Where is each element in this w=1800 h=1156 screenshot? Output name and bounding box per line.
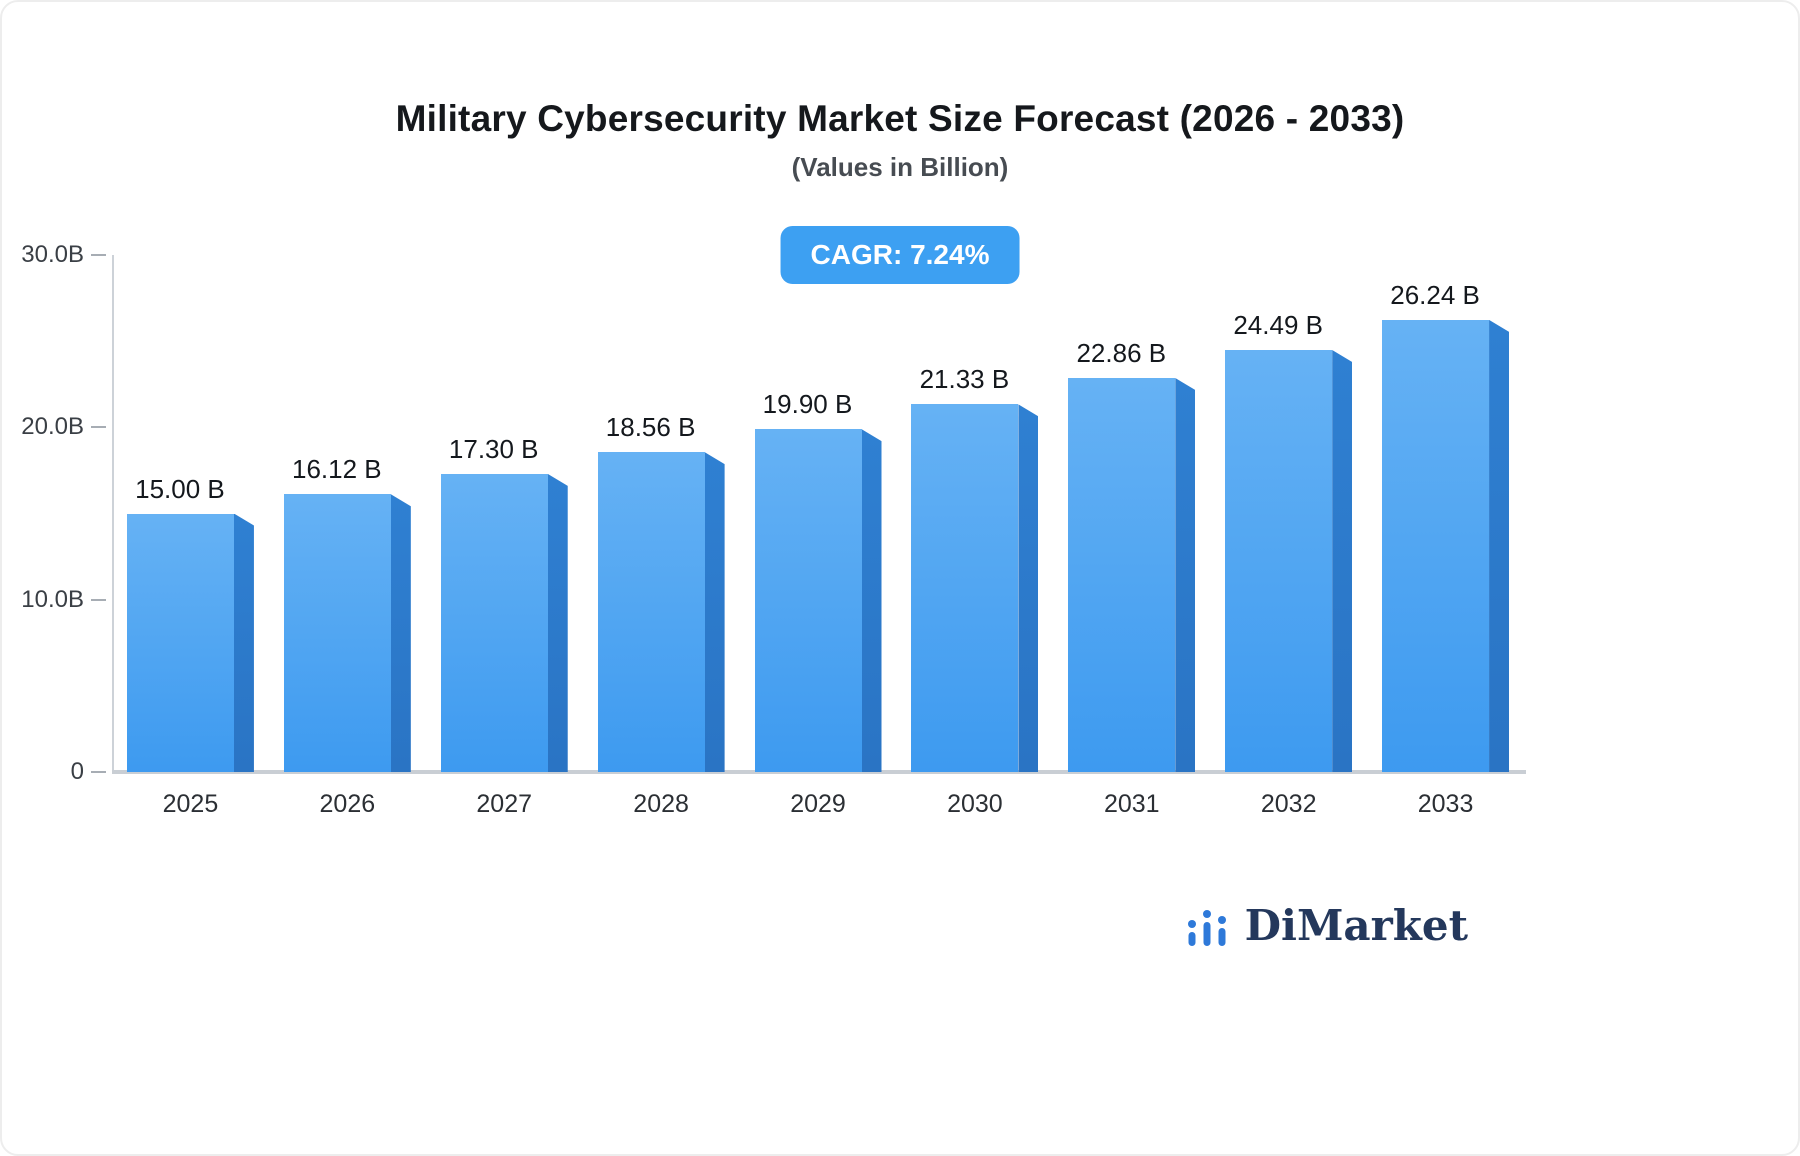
bar-face: [440, 473, 548, 772]
brand-logo-text: DiMarket: [1244, 901, 1468, 950]
bar-face: [597, 452, 705, 772]
bar-value-label: 15.00 B: [135, 473, 225, 504]
bar-value-label: 26.24 B: [1390, 279, 1480, 310]
cagr-badge: CAGR: 7.24%: [780, 226, 1020, 284]
bar-side-3d: [1489, 319, 1510, 772]
x-axis-tick-label: 2025: [162, 790, 219, 818]
y-axis-tick-mark: [91, 254, 106, 256]
x-axis-tick-label: 2032: [1260, 790, 1317, 818]
bar-group: 17.30 B: [426, 255, 583, 772]
bar-face: [1225, 349, 1333, 772]
x-axis-tick-label: 2028: [633, 790, 689, 818]
bar: 17.30 B: [440, 434, 568, 772]
bar-face: [754, 429, 862, 772]
bar-group: 26.24 B: [1367, 255, 1524, 772]
bars-row: 15.00 B 16.12 B 17.30 B 18.56 B 19.90 B 21.33…: [112, 255, 1524, 772]
bar-face: [1068, 378, 1176, 772]
bar: 16.12 B: [283, 454, 411, 772]
bar-value-label: 24.49 B: [1233, 309, 1323, 340]
bar-value-label: 19.90 B: [762, 389, 853, 420]
x-axis-tick-label: 2031: [1103, 790, 1160, 818]
bar-side-3d: [547, 473, 568, 772]
bar-group: 18.56 B: [583, 255, 740, 772]
y-axis-tick-mark: [91, 771, 106, 773]
bar-face: [283, 494, 391, 772]
chart-title: Military Cybersecurity Market Size Forec…: [395, 98, 1405, 139]
bar-face: [1382, 319, 1490, 772]
bar-value-label: 22.86 B: [1076, 338, 1167, 369]
bar-group: 19.90 B: [740, 255, 897, 772]
bar: 18.56 B: [597, 412, 725, 772]
bar: 21.33 B: [911, 364, 1039, 772]
bar: 22.86 B: [1068, 338, 1196, 772]
x-axis-tick-label: 2030: [947, 790, 1003, 818]
bar-group: 15.00 B: [112, 255, 269, 772]
bar-side-3d: [1332, 349, 1353, 772]
x-axis-tick-label: 2027: [476, 790, 533, 818]
chart-subtitle: (Values in Billion): [791, 152, 1009, 182]
bar-group: 22.86 B: [1053, 255, 1210, 772]
bar-side-3d: [1175, 378, 1196, 772]
bar: 19.90 B: [754, 389, 882, 772]
bar-value-label: 17.30 B: [448, 433, 539, 464]
y-axis-tick-mark: [91, 598, 106, 601]
bar: 26.24 B: [1382, 280, 1510, 772]
bar-group: 24.49 B: [1210, 255, 1367, 772]
y-axis-line: [112, 255, 114, 772]
y-axis-tick-mark: [91, 426, 106, 429]
plot-area: 15.00 B 16.12 B 17.30 B 18.56 B 19.90 B 21.33…: [21, 241, 1526, 818]
bar-group: 21.33 B: [896, 255, 1053, 772]
y-axis-tick-label: 30.0B: [21, 241, 84, 268]
bar-side-3d: [704, 452, 725, 772]
bar-value-label: 18.56 B: [605, 412, 696, 443]
bar-value-label: 16.12 B: [292, 454, 382, 485]
bar-side-3d: [861, 429, 882, 772]
y-axis-tick-label: 10.0B: [21, 585, 84, 613]
bar: 24.49 B: [1225, 310, 1353, 772]
bar-side-3d: [390, 494, 411, 772]
bar-chart-logo-icon: [1183, 902, 1231, 950]
x-axis-labels: 2025 2026 2027 2028 2029 2030 2031 2032 2033: [112, 772, 1524, 819]
x-axis-tick-label: 2033: [1417, 790, 1474, 818]
bar-face: [911, 404, 1019, 772]
y-axis-tick-label: 20.0B: [21, 413, 84, 441]
bar: 15.00 B: [126, 474, 254, 772]
bar-group: 16.12 B: [269, 255, 426, 772]
brand-logo: DiMarket: [1183, 902, 1468, 950]
bar-value-label: 21.33 B: [919, 364, 1010, 395]
y-axis-tick-label: 0: [70, 758, 84, 785]
x-axis-baseline: [112, 770, 1526, 774]
bar-face: [126, 513, 234, 772]
x-axis-tick-label: 2026: [319, 790, 376, 818]
bar-side-3d: [233, 513, 254, 772]
x-axis-tick-label: 2029: [790, 790, 846, 818]
bar-side-3d: [1018, 404, 1039, 772]
